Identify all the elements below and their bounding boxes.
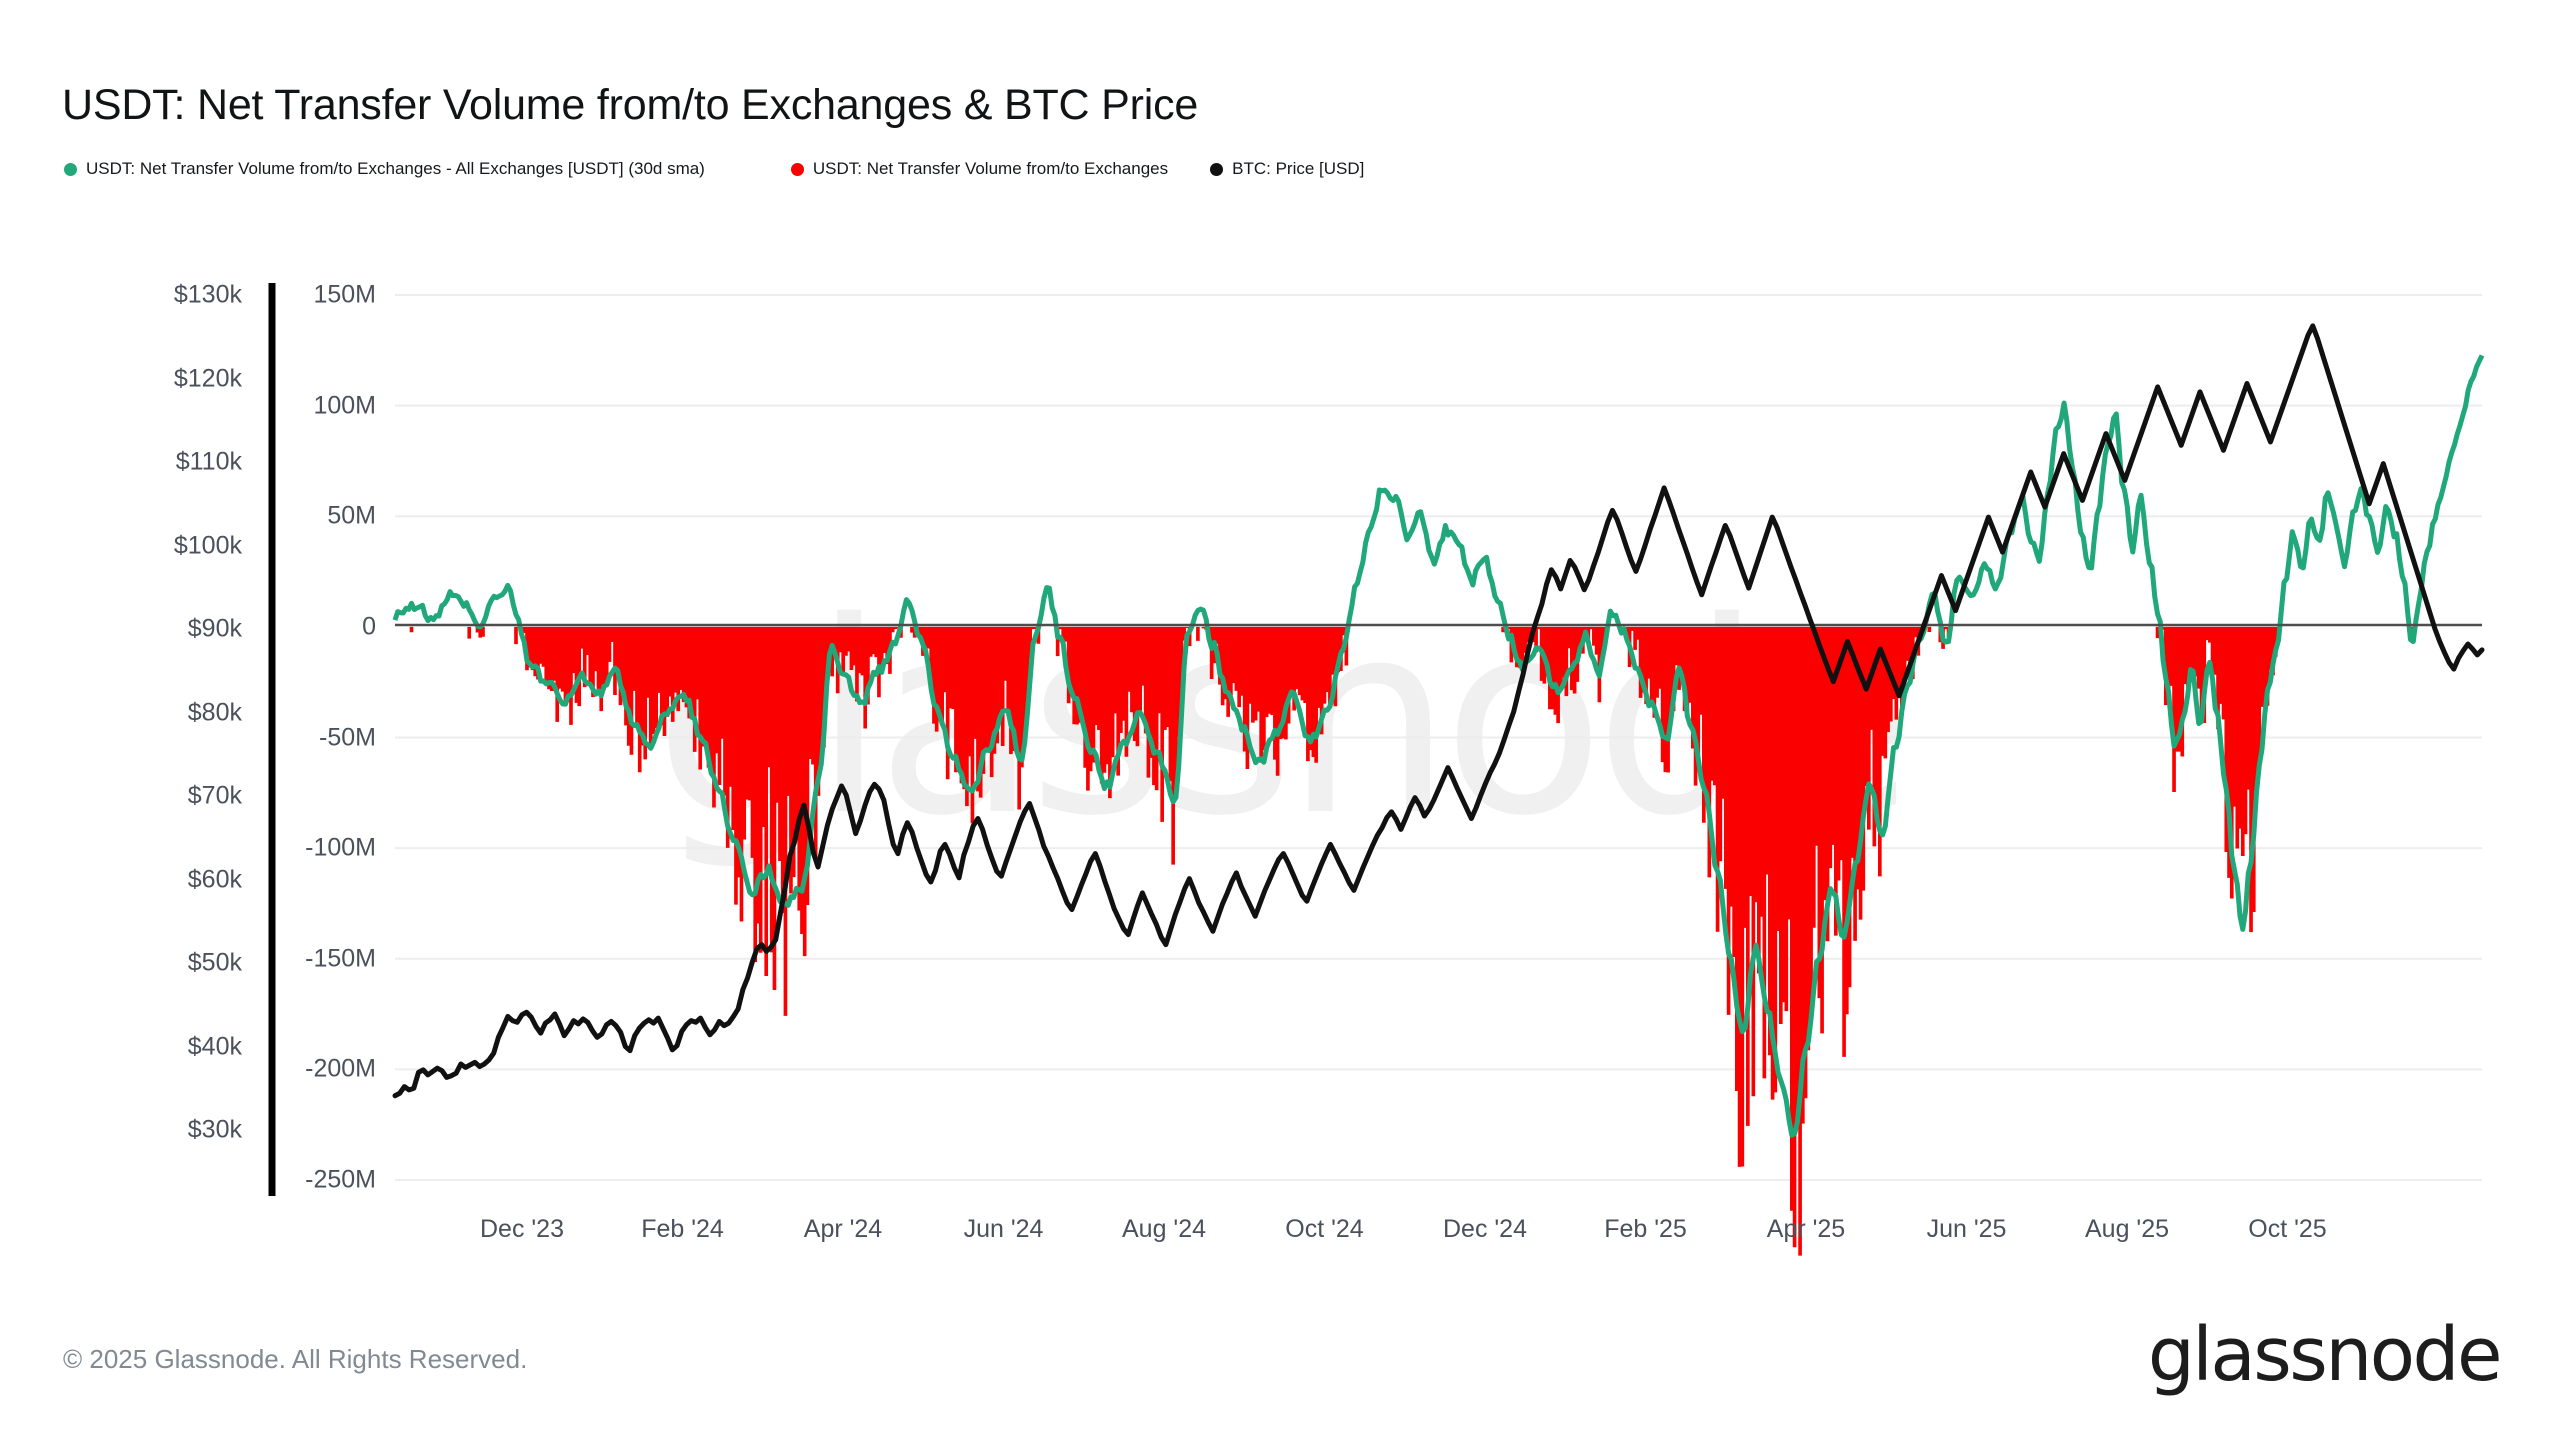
- y-axis-left-tick-label: $70k: [187, 781, 242, 810]
- legend-item-label: BTC: Price [USD]: [1232, 159, 1365, 178]
- y-axis-left-tick-label: $80k: [187, 698, 242, 726]
- y-axis-left-tick-label: $100k: [173, 531, 242, 559]
- legend-item-label: USDT: Net Transfer Volume from/to Exchan…: [812, 159, 1169, 178]
- legend-marker-icon: [790, 162, 804, 176]
- y-axis-left-tick-label: $120k: [173, 364, 242, 392]
- y-axis-left-tick-label: $60k: [187, 865, 242, 893]
- y-axis-left-tick-label: $130k: [173, 280, 242, 309]
- x-axis-tick-label: Dec '23: [480, 1215, 564, 1243]
- x-axis-tick-label: Aug '24: [1121, 1215, 1207, 1243]
- y-axis-right-tick-label: 0: [362, 612, 376, 641]
- y-axis-left-tick-label: $110k: [175, 447, 242, 476]
- y-axis-right-tick-label: 150M: [313, 280, 376, 309]
- x-axis-tick-label: Dec '24: [1443, 1215, 1527, 1243]
- y-axis-right-tick-label: 50M: [327, 501, 376, 530]
- x-axis-tick-label: Apr '25: [1766, 1215, 1846, 1243]
- y-axis-left-tick-label: $50k: [187, 948, 242, 977]
- x-axis-tick-label: Jun '25: [1926, 1215, 2007, 1243]
- glassnode-logo: glassnode: [2147, 1312, 2503, 1398]
- y-axis-right-tick-label: 100M: [313, 391, 376, 420]
- legend-item[interactable]: USDT: Net Transfer Volume from/to Exchan…: [790, 157, 1169, 181]
- page-title: USDT: Net Transfer Volume from/to Exchan…: [62, 80, 1199, 129]
- y-axis-left-tick-label: $30k: [187, 1115, 242, 1144]
- legend-item[interactable]: BTC: Price [USD]: [1210, 157, 1364, 181]
- x-axis-tick-label: Apr '24: [803, 1215, 883, 1243]
- x-axis-tick-label: Feb '25: [1604, 1215, 1687, 1243]
- y-axis-right-tick-label: -50M: [319, 723, 376, 751]
- glassnode-watermark: glassnode: [654, 566, 1916, 874]
- legend-item[interactable]: USDT: Net Transfer Volume from/to Exchan…: [64, 157, 705, 181]
- y-axis-right-tick-label: -150M: [305, 944, 376, 973]
- x-axis-tick-label: Oct '24: [1285, 1215, 1364, 1243]
- y-axis-right-tick-label: -200M: [305, 1054, 376, 1083]
- x-axis-tick-label: Oct '25: [2248, 1215, 2327, 1243]
- x-axis-tick-label: Aug '25: [2084, 1215, 2170, 1243]
- y-axis-left-tick-label: $90k: [187, 614, 242, 643]
- y-axis-right-tick-label: -100M: [305, 833, 376, 862]
- legend-item-label: USDT: Net Transfer Volume from/to Exchan…: [86, 159, 705, 178]
- legend-marker-icon: [64, 162, 77, 176]
- x-axis-tick-label: Feb '24: [641, 1215, 724, 1243]
- x-axis-tick-label: Jun '24: [963, 1215, 1044, 1243]
- legend-marker-icon: [1210, 162, 1224, 176]
- chart-legend: USDT: Net Transfer Volume from/to Exchan…: [64, 157, 1364, 181]
- footer-copyright: © 2025 Glassnode. All Rights Reserved.: [63, 1344, 528, 1374]
- y-axis-right-tick-label: -250M: [305, 1165, 376, 1194]
- y-axis-left-tick-label: $40k: [187, 1032, 242, 1060]
